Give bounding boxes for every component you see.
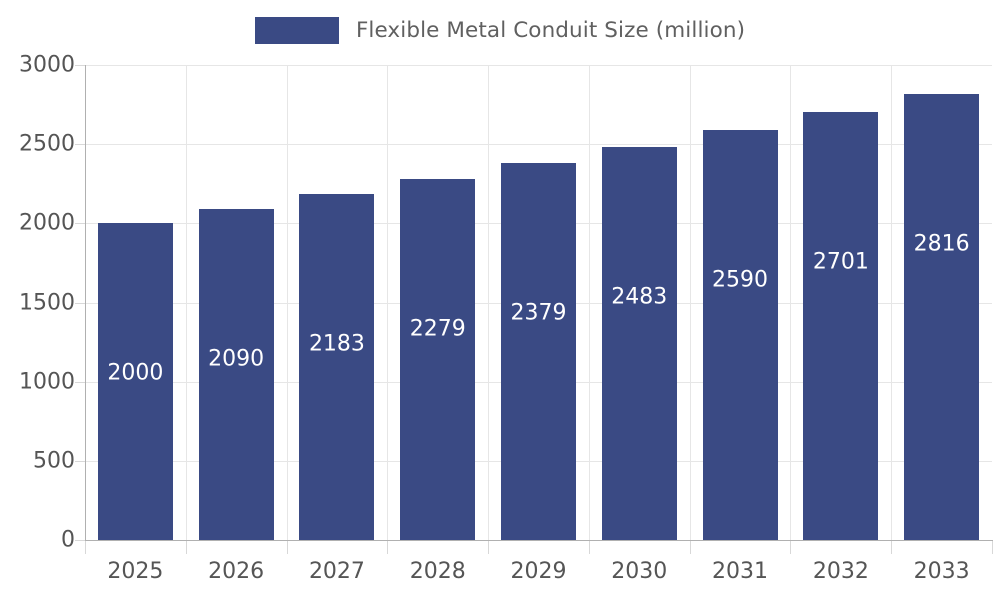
y-axis-tick-mark xyxy=(75,381,86,383)
y-axis-tick-mark xyxy=(75,540,86,541)
x-axis-tick-label-2029: 2029 xyxy=(510,559,567,584)
x-axis-tick-mark xyxy=(891,541,892,554)
bar-2026[interactable] xyxy=(198,209,274,540)
y-axis-tick-mark xyxy=(75,65,86,66)
gridline-vertical xyxy=(488,65,489,540)
y-axis-tick-labels: 0 500 1000 1500 2000 2500 3000 xyxy=(0,0,75,600)
x-axis-tick-label-2027: 2027 xyxy=(308,559,365,584)
bar-value-label-2033: 2816 xyxy=(913,231,970,257)
gridline-horizontal xyxy=(85,65,992,66)
bar-value-label-2031: 2590 xyxy=(712,267,769,293)
bar-value-label-2026: 2090 xyxy=(208,346,265,372)
x-axis-tick-label-2031: 2031 xyxy=(712,559,769,584)
y-axis-tick-mark xyxy=(75,144,86,146)
y-axis-tick-label: 2000 xyxy=(19,210,75,236)
y-axis-tick-label: 2500 xyxy=(19,131,75,157)
x-axis-tick-label-2026: 2026 xyxy=(208,559,265,584)
legend-label-flexible-metal-conduit-size: Flexible Metal Conduit Size (million) xyxy=(355,17,746,43)
y-axis-tick-mark xyxy=(75,302,86,304)
x-axis-tick-mark xyxy=(690,541,691,554)
gridline-vertical xyxy=(790,65,791,540)
gridline-vertical xyxy=(387,65,388,540)
x-axis-tick-mark xyxy=(387,541,388,554)
y-axis-tick-mark xyxy=(75,223,86,225)
bar-2032[interactable] xyxy=(803,112,879,540)
gridline-vertical xyxy=(891,65,892,540)
bar-2029[interactable] xyxy=(500,163,577,540)
x-axis-tick-mark xyxy=(488,541,489,554)
bar-value-label-2032: 2701 xyxy=(812,249,869,275)
x-axis-line xyxy=(85,540,993,541)
y-axis-tick-label: 1500 xyxy=(19,290,75,315)
x-axis-tick-label-2033: 2033 xyxy=(913,559,970,584)
x-axis-tick-mark xyxy=(186,541,187,554)
gridline-vertical xyxy=(186,65,187,540)
gridline-vertical xyxy=(287,65,288,540)
y-axis-tick-label: 1000 xyxy=(19,369,75,395)
bar-value-label-2029: 2379 xyxy=(510,300,567,326)
x-axis-tick-mark xyxy=(790,541,791,554)
x-axis-tick-mark xyxy=(992,541,993,554)
legend-swatch-flexible-metal-conduit-size xyxy=(254,16,339,44)
bar-2033[interactable] xyxy=(904,94,980,540)
x-axis-tick-mark xyxy=(287,541,288,554)
x-axis-tick-mark xyxy=(85,541,86,554)
plot-area: 2000 2090 2183 2279 2379 2483 2590 2701 2816 xyxy=(85,65,992,541)
bar-2025[interactable] xyxy=(97,223,173,540)
bar-2027[interactable] xyxy=(299,194,375,540)
bar-2030[interactable] xyxy=(601,146,677,540)
x-axis-tick-mark xyxy=(589,541,590,554)
x-axis-tick-label-2032: 2032 xyxy=(812,559,869,584)
chart-legend: Flexible Metal Conduit Size (million) xyxy=(0,10,1000,50)
bar-value-label-2025: 2000 xyxy=(107,360,164,386)
x-axis-tick-label-2028: 2028 xyxy=(409,559,466,584)
y-axis-tick-label: 0 xyxy=(61,527,75,553)
bar-value-label-2028: 2279 xyxy=(409,316,466,342)
bar-value-label-2027: 2183 xyxy=(308,331,365,357)
y-axis-tick-mark xyxy=(75,460,86,462)
y-axis-tick-label: 3000 xyxy=(19,52,75,78)
y-axis-line xyxy=(85,65,86,541)
bar-2031[interactable] xyxy=(702,129,778,540)
gridline-vertical xyxy=(589,65,590,540)
gridline-horizontal xyxy=(85,144,992,146)
x-axis-tick-label-2025: 2025 xyxy=(107,559,164,584)
x-axis-tick-label-2030: 2030 xyxy=(611,559,668,584)
y-axis-tick-label: 500 xyxy=(33,448,75,474)
bar-2028[interactable] xyxy=(400,179,476,540)
gridline-vertical xyxy=(690,65,691,540)
bar-value-label-2030: 2483 xyxy=(611,284,668,310)
